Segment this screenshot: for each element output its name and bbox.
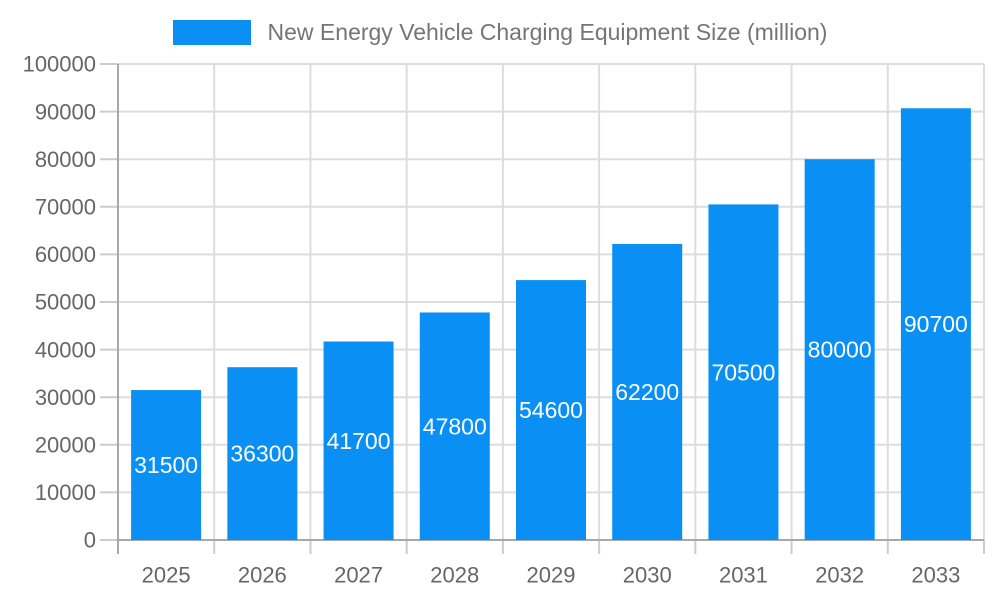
y-tick-label: 0: [84, 528, 96, 553]
legend-label: New Energy Vehicle Charging Equipment Si…: [267, 18, 828, 45]
bar-2025[interactable]: [131, 390, 202, 540]
y-tick-label: 40000: [35, 337, 96, 362]
x-tick-label: 2029: [527, 563, 576, 588]
x-tick-label: 2030: [623, 563, 672, 588]
bar-2031[interactable]: [708, 204, 779, 541]
bar-2026[interactable]: [227, 367, 298, 540]
bar-value-label: 47800: [423, 413, 487, 439]
chart-legend[interactable]: New Energy Vehicle Charging Equipment Si…: [0, 16, 1000, 48]
x-tick-label: 2032: [815, 563, 864, 588]
bar-value-label: 36300: [230, 441, 294, 467]
bar-value-label: 31500: [134, 452, 198, 478]
bar-value-label: 41700: [327, 428, 391, 454]
legend-swatch: [172, 19, 251, 45]
y-tick-label: 30000: [35, 385, 96, 410]
y-tick-label: 90000: [35, 99, 96, 124]
x-tick-label: 2028: [430, 563, 479, 588]
x-tick-label: 2026: [238, 563, 287, 588]
bar-2029[interactable]: [516, 280, 586, 540]
bar-value-label: 70500: [711, 359, 775, 385]
bar-value-label: 80000: [808, 337, 872, 363]
bar-value-label: 62200: [615, 379, 679, 405]
bar-2028[interactable]: [419, 312, 490, 540]
bar-2032[interactable]: [804, 159, 875, 540]
x-tick-label: 2033: [911, 563, 960, 588]
x-tick-label: 2027: [334, 563, 383, 588]
y-tick-label: 20000: [35, 433, 96, 458]
x-tick-label: 2025: [142, 563, 191, 588]
y-tick-label: 10000: [35, 480, 96, 505]
bar-value-label: 54600: [519, 397, 583, 423]
bar-2030[interactable]: [612, 243, 683, 541]
bar-2033[interactable]: [900, 108, 971, 540]
x-tick-label: 2031: [719, 563, 768, 588]
y-tick-label: 50000: [35, 290, 96, 315]
y-tick-label: 80000: [35, 147, 96, 172]
bar-value-label: 90700: [904, 311, 968, 337]
y-tick-label: 100000: [23, 52, 96, 77]
bar-2027[interactable]: [323, 341, 394, 540]
y-tick-label: 70000: [35, 195, 96, 220]
y-tick-label: 60000: [35, 242, 96, 267]
